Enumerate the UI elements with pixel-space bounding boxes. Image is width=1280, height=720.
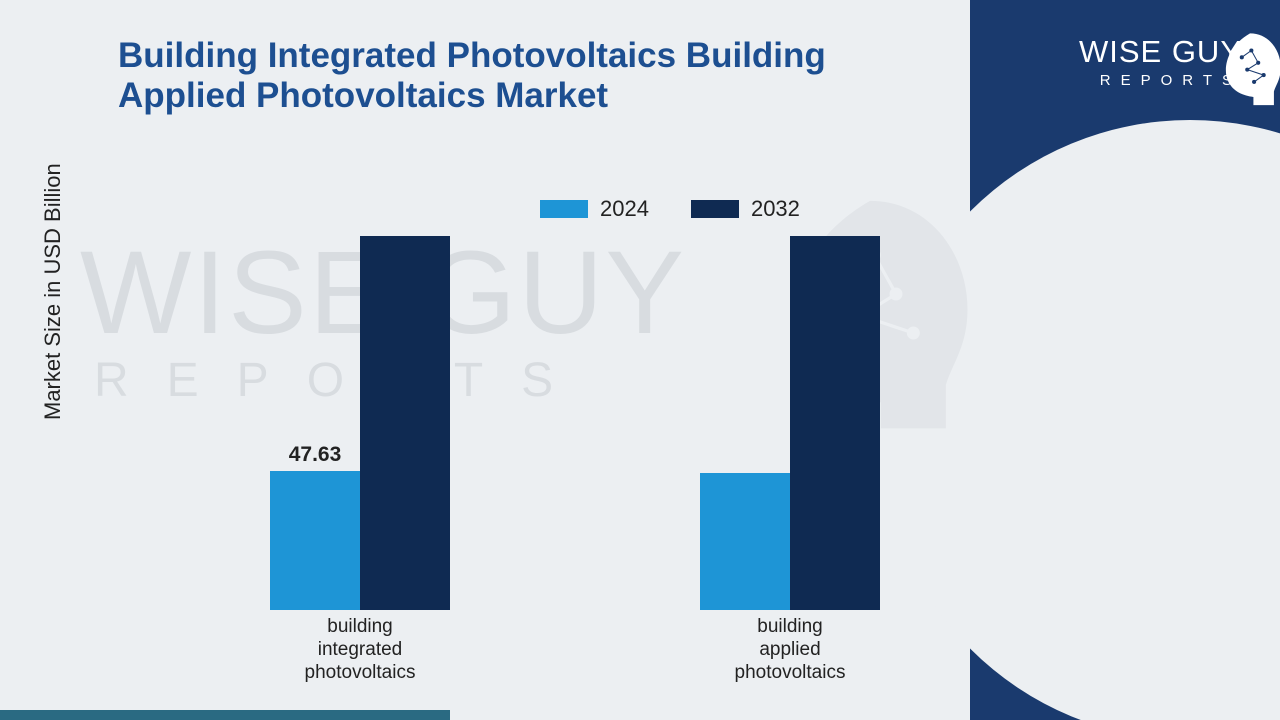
legend-swatch-2032 xyxy=(691,200,739,218)
bar: 47.63 xyxy=(270,471,360,610)
legend-item: 2024 xyxy=(540,196,649,222)
bar-group: buildingappliedphotovoltaics xyxy=(700,236,880,610)
bar xyxy=(700,473,790,610)
bar-value-label: 47.63 xyxy=(270,443,360,467)
bar xyxy=(360,236,450,610)
bar-group: 47.63buildingintegratedphotovoltaics xyxy=(270,236,450,610)
bar xyxy=(790,236,880,610)
category-label: buildingappliedphotovoltaics xyxy=(700,616,880,684)
chart-title: Building Integrated Photovoltaics Buildi… xyxy=(118,36,838,117)
legend-label: 2024 xyxy=(600,196,649,222)
bottom-accent-bar xyxy=(0,710,450,720)
category-label: buildingintegratedphotovoltaics xyxy=(270,616,450,684)
brand-head-icon xyxy=(1214,30,1280,112)
y-axis-label: Market Size in USD Billion xyxy=(40,163,66,420)
legend-swatch-2024 xyxy=(540,200,588,218)
legend-item: 2032 xyxy=(691,196,800,222)
chart-canvas: WISE GUY REPORTS Building Integrated Pho… xyxy=(0,0,1280,720)
legend: 2024 2032 xyxy=(540,196,800,222)
legend-label: 2032 xyxy=(751,196,800,222)
plot-area: 47.63buildingintegratedphotovoltaics buil… xyxy=(120,230,940,610)
